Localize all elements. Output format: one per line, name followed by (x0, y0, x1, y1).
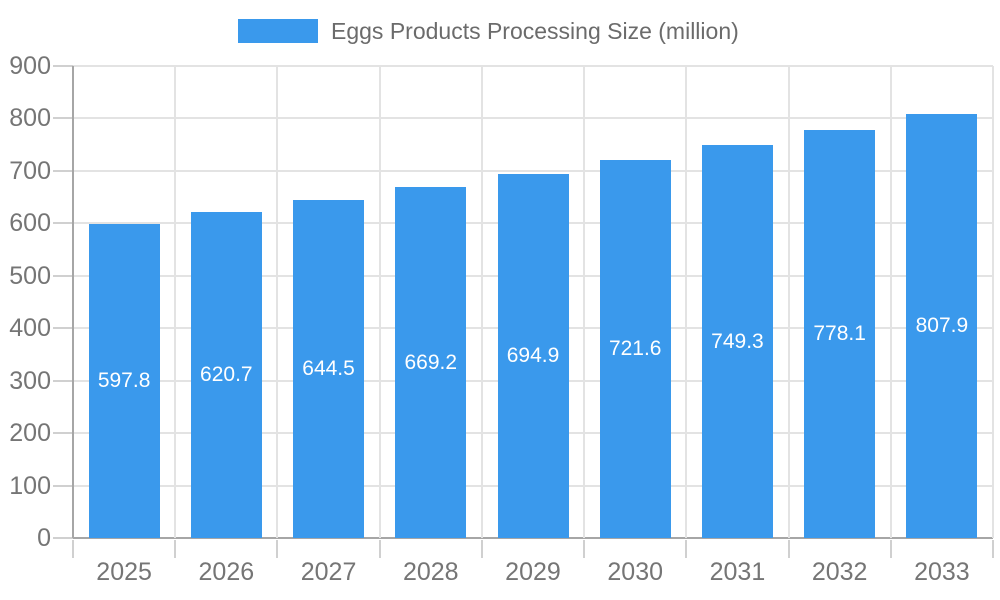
x-axis-label: 2031 (709, 558, 766, 586)
bar-value-label: 778.1 (813, 321, 866, 345)
legend-label: Eggs Products Processing Size (million) (331, 18, 739, 44)
y-tick (53, 169, 73, 172)
x-axis-label: 2029 (505, 558, 561, 586)
bar-value-label: 807.9 (915, 314, 969, 338)
x-tick (787, 540, 790, 558)
y-axis-label: 800 (9, 104, 51, 133)
x-tick (480, 540, 483, 558)
x-axis-label: 2033 (914, 558, 970, 586)
y-axis-label: 200 (9, 419, 51, 448)
y-tick (53, 274, 73, 277)
y-axis-label: 500 (9, 261, 51, 290)
y-tick (53, 222, 73, 225)
y-tick (53, 379, 73, 382)
bar[interactable]: 778.1 (804, 129, 876, 538)
x-axis-label: 2028 (402, 558, 459, 586)
gridline-vertical (378, 66, 381, 538)
x-axis-label: 2032 (811, 558, 868, 586)
bar[interactable]: 620.7 (190, 212, 262, 538)
x-axis-label: 2030 (607, 558, 664, 586)
bar-value-label: 669.2 (404, 350, 458, 374)
bar-value-label: 749.3 (711, 329, 764, 353)
x-tick (276, 540, 279, 558)
y-axis-line (72, 66, 74, 538)
gridline-vertical (685, 66, 688, 538)
x-tick (378, 540, 381, 558)
gridline-vertical (583, 66, 586, 538)
x-tick (992, 540, 994, 558)
x-axis-line (73, 537, 993, 539)
bar-value-label: 620.7 (200, 363, 253, 387)
y-axis-label: 700 (9, 156, 51, 185)
y-axis-label: 600 (9, 209, 51, 238)
y-tick (53, 65, 73, 67)
gridline-vertical (480, 66, 483, 538)
gridline-vertical (787, 66, 790, 538)
gridline-horizontal (73, 65, 993, 67)
legend[interactable]: Eggs Products Processing Size (million) (238, 17, 739, 45)
bar-value-label: 694.9 (506, 343, 560, 367)
bar[interactable]: 721.6 (599, 159, 671, 538)
gridline-vertical (174, 66, 177, 538)
bar[interactable]: 807.9 (906, 114, 978, 538)
y-tick (53, 432, 73, 435)
y-tick (53, 537, 73, 539)
bar-value-label: 644.5 (302, 356, 355, 380)
y-axis-label: 900 (9, 52, 51, 80)
y-axis-label: 0 (37, 524, 51, 552)
bar[interactable]: 669.2 (395, 187, 467, 538)
y-axis-label: 300 (9, 366, 51, 395)
bar[interactable]: 694.9 (497, 173, 569, 538)
x-tick (174, 540, 177, 558)
gridline-vertical (992, 66, 994, 538)
bar[interactable]: 749.3 (701, 145, 773, 538)
y-tick (53, 327, 73, 330)
legend-swatch (238, 19, 318, 43)
y-axis-label: 100 (9, 471, 51, 500)
x-tick (72, 540, 74, 558)
x-tick (889, 540, 892, 558)
x-axis-label: 2027 (300, 558, 357, 586)
gridline-vertical (276, 66, 279, 538)
gridline-vertical (889, 66, 892, 538)
gridline-horizontal (73, 117, 993, 120)
bar-value-label: 721.6 (608, 336, 662, 360)
x-tick (685, 540, 688, 558)
x-tick (583, 540, 586, 558)
y-axis-label: 400 (9, 314, 51, 343)
x-axis-label: 2026 (198, 558, 255, 586)
bar[interactable]: 597.8 (88, 224, 160, 538)
gridline-horizontal (73, 169, 993, 172)
y-tick (53, 484, 73, 487)
bar[interactable]: 644.5 (293, 199, 365, 538)
x-axis-label: 2025 (96, 558, 152, 586)
bar-value-label: 597.8 (97, 369, 151, 393)
y-tick (53, 117, 73, 120)
